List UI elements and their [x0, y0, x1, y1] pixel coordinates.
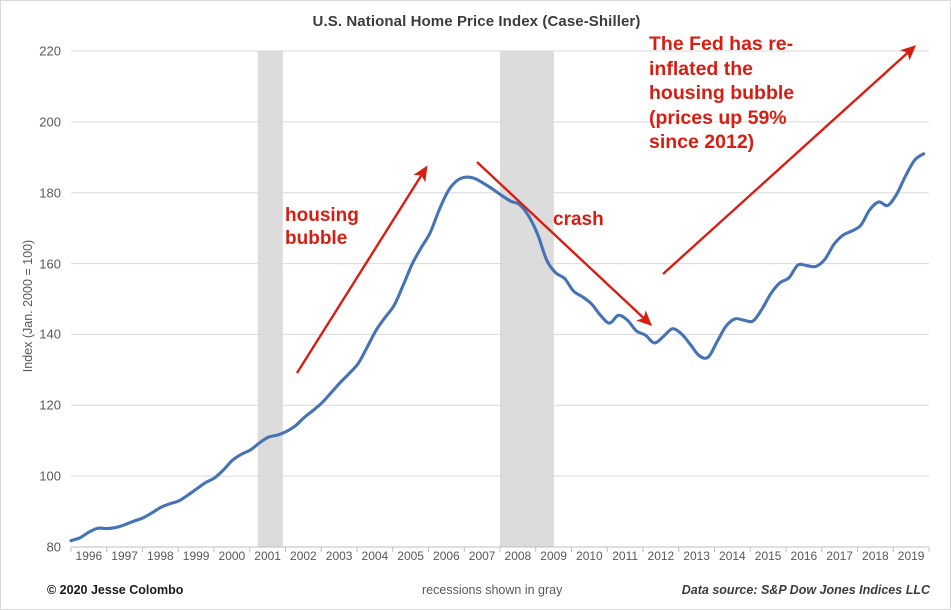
x-tick-label-2000: 2000 [218, 549, 246, 563]
footer-data-source: Data source: S&P Dow Jones Indices LLC [681, 583, 930, 597]
x-tick-label-1996: 1996 [75, 549, 103, 563]
gridlines-group [71, 50, 929, 477]
x-tick-label-2009: 2009 [540, 549, 567, 563]
x-tick-label-2008: 2008 [504, 549, 532, 563]
recession-band-0 [257, 51, 283, 547]
recession-bands-group [257, 51, 554, 547]
footer-copyright: © 2020 Jesse Colombo [47, 583, 184, 597]
x-tick-label-2002: 2002 [290, 549, 317, 563]
y-tick-label-160: 160 [39, 256, 61, 272]
price-index-line [69, 152, 926, 543]
x-tick-label-1999: 1999 [182, 549, 210, 563]
x-tick-marks-group [70, 547, 930, 552]
housing-bubble-arrow [295, 165, 428, 374]
x-tick-label-2006: 2006 [433, 549, 460, 563]
y-tick-label-80: 80 [46, 539, 61, 555]
x-tick-label-2016: 2016 [790, 549, 818, 563]
y-tick-label-100: 100 [39, 468, 61, 484]
x-tick-label-2007: 2007 [468, 549, 496, 563]
crash-arrow [476, 161, 653, 326]
x-tick-label-2013: 2013 [683, 549, 710, 563]
recession-band-1 [500, 51, 554, 547]
x-tick-label-2001: 2001 [254, 549, 281, 563]
x-tick-label-2011: 2011 [612, 549, 639, 563]
y-axis-title: Index (Jan. 2000 = 100) [21, 239, 35, 373]
x-tick-label-2015: 2015 [754, 549, 782, 563]
x-tick-label-2019: 2019 [897, 549, 925, 563]
y-tick-label-140: 140 [39, 326, 61, 342]
x-tick-label-1997: 1997 [111, 549, 138, 563]
annotation-arrows-group [295, 45, 917, 374]
x-tick-label-2017: 2017 [826, 549, 853, 563]
x-tick-label-1998: 1998 [147, 549, 174, 563]
footer-recessions-note: recessions shown in gray [422, 583, 563, 597]
x-tick-label-2018: 2018 [862, 549, 889, 563]
y-tick-label-200: 200 [39, 114, 61, 130]
x-axis-ticks: 1996 1997 1998 1999 2000 2001 2002 2003 2004 2005… [1, 549, 950, 569]
x-tick-label-2012: 2012 [647, 549, 675, 563]
x-tick-label-2014: 2014 [719, 549, 746, 563]
chart-title: U.S. National Home Price Index (Case-Shi… [312, 13, 641, 30]
y-tick-label-180: 180 [39, 185, 61, 201]
x-tick-label-2003: 2003 [325, 549, 353, 563]
x-tick-label-2004: 2004 [361, 549, 389, 563]
x-tick-label-2010: 2010 [576, 549, 603, 563]
x-tick-label-2005: 2005 [397, 549, 424, 563]
annotation-housing-bubble: housing bubble [285, 205, 359, 250]
annotation-fed-reinflated: The Fed has re-inflated the housing bubb… [649, 33, 795, 154]
fed-arrow [662, 45, 917, 275]
y-tick-label-220: 220 [39, 43, 61, 59]
y-tick-label-120: 120 [39, 397, 61, 413]
y-axis-ticks: 80 100 120 140 160 180 200 220 [17, 1, 61, 609]
annotation-crash: crash [553, 209, 604, 230]
